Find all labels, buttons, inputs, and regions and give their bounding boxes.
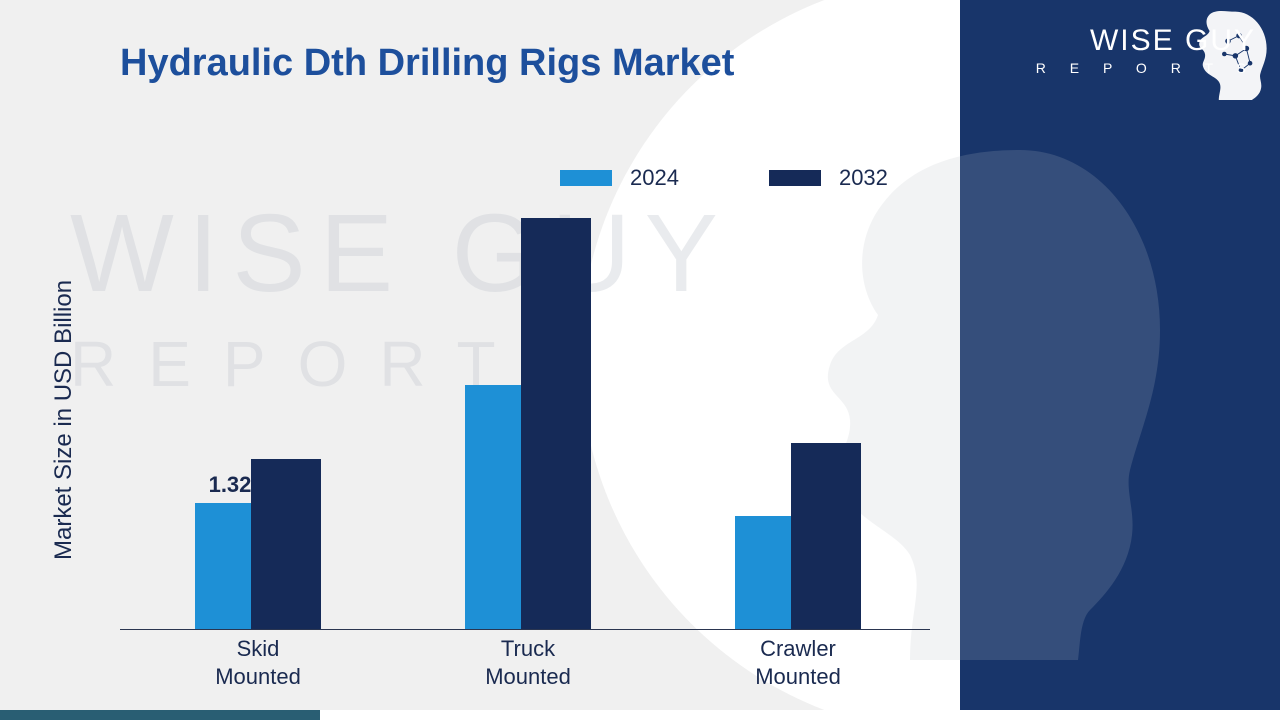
bar-2032 (791, 443, 861, 629)
chart-title: Hydraulic Dth Drilling Rigs Market (120, 42, 734, 85)
brand-block: WISE GUY R E P O R T S (1036, 24, 1256, 76)
chart-baseline (120, 629, 930, 630)
legend-item-2032: 2032 (769, 165, 888, 191)
footer-accent-bar (0, 710, 320, 720)
brand-sub: R E P O R T S (1036, 60, 1256, 76)
category-label: Skid Mounted (215, 635, 301, 690)
y-axis-title: Market Size in USD Billion (50, 280, 78, 560)
legend: 2024 2032 (560, 165, 888, 191)
bar-2032 (251, 459, 321, 629)
bar-chart: 1.32 (120, 200, 930, 630)
legend-label-2032: 2032 (839, 165, 888, 191)
category-label: Truck Mounted (485, 635, 571, 690)
legend-swatch-2024 (560, 170, 612, 186)
brand-main: WISE GUY (1036, 24, 1256, 58)
legend-label-2024: 2024 (630, 165, 679, 191)
right-band (960, 0, 1280, 710)
bar-value-label: 1.32 (209, 472, 252, 498)
category-label: Crawler Mounted (755, 635, 841, 690)
bar-2032 (521, 218, 591, 629)
legend-swatch-2032 (769, 170, 821, 186)
legend-item-2024: 2024 (560, 165, 679, 191)
